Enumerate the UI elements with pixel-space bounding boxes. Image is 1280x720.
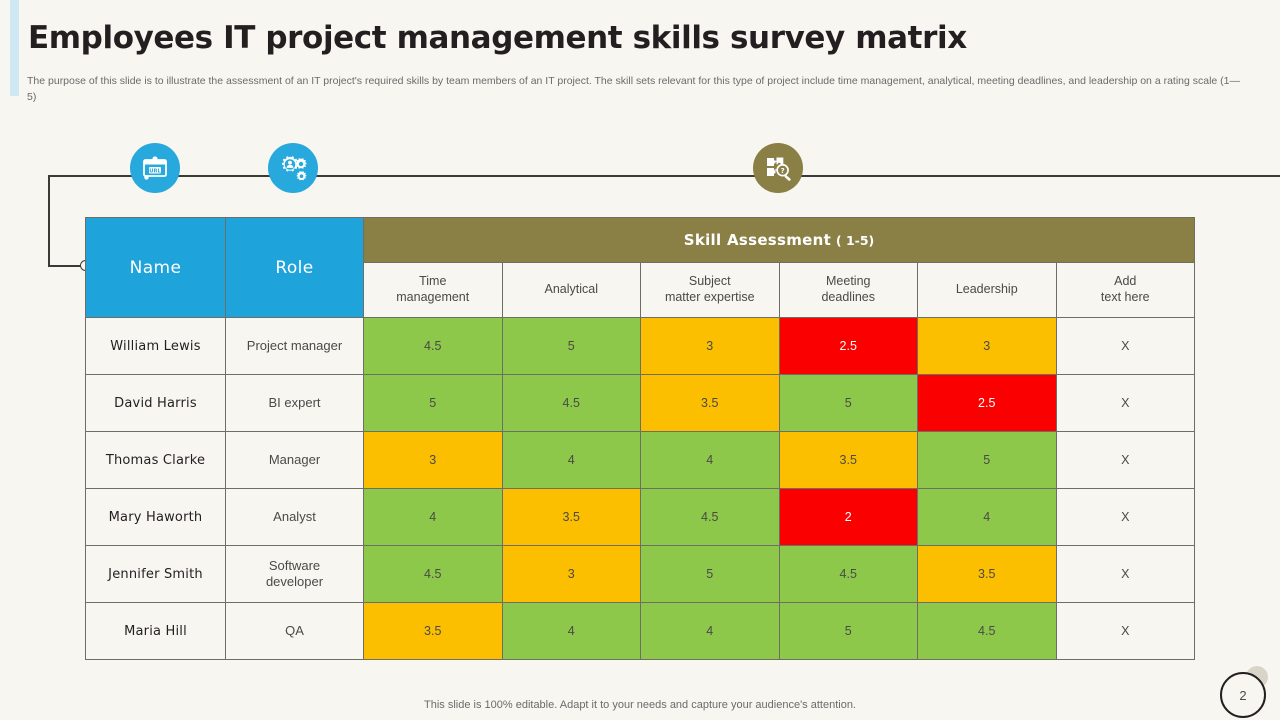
role-line1: BI expert [268,395,321,411]
table-row: Maria Hill QA 3.5 4 4 5 4.5 X [85,602,1195,660]
cell-skill-score[interactable]: 3 [501,545,641,603]
skill-header-line1: Time [419,274,447,289]
gears-person-icon[interactable] [268,143,318,193]
role-line1: QA [285,623,304,639]
group-header-main-label: Skill Assessment [683,231,832,249]
table-row: Thomas Clarke Manager 3 4 4 3.5 5 X [85,431,1195,489]
cell-skill-score[interactable]: 4 [640,431,780,489]
table-row: William Lewis Project manager 4.5 5 3 2.5 3 X [85,317,1195,375]
column-header-skill-6: Add text here [1055,262,1195,318]
skill-header-line1: Leadership [955,282,1018,297]
table-header-group-row: Name Role Skill Assessment ( 1-5) [85,217,1195,318]
cell-skill-score[interactable]: 3 [640,317,780,375]
cell-skill-score[interactable]: X [1055,374,1195,432]
puzzle-magnifier-icon[interactable]: ? [753,143,803,193]
footer-note: This slide is 100% editable. Adapt it to… [424,699,856,711]
cell-employee-role: BI expert [225,374,364,432]
svg-text:URL: URL [149,168,161,174]
role-line2: developer [265,574,324,589]
column-header-skill-4: Meeting deadlines [778,262,918,318]
role-line1: Software [268,558,321,574]
page-number-badge: 2 [1220,672,1266,718]
connector-vertical-segment [48,175,50,267]
cell-skill-score[interactable]: X [1055,431,1195,489]
skill-header-line1: Subject [688,274,731,289]
cell-skill-score[interactable]: 3.5 [778,431,918,489]
cell-skill-score[interactable]: 5 [640,545,780,603]
cell-skill-score[interactable]: 3.5 [640,374,780,432]
cell-employee-name: Thomas Clarke [85,431,226,489]
skill-header-line1: Analytical [544,282,599,297]
cell-skill-score[interactable]: 3.5 [917,545,1057,603]
cell-employee-role: QA [225,602,364,660]
cell-skill-score[interactable]: X [1055,545,1195,603]
skill-header-line2: deadlines [821,290,875,304]
skill-header-line1: Meeting [826,274,871,289]
cell-skill-score[interactable]: 4 [640,602,780,660]
cell-skill-score[interactable]: 4.5 [363,317,503,375]
cell-skill-score[interactable]: 5 [778,374,918,432]
table-body: William Lewis Project manager 4.5 5 3 2.5 3 X Da… [85,317,1195,660]
table-row: Jennifer Smith Software developer 4.5 3 5 4.5 3… [85,545,1195,603]
cell-skill-score[interactable]: 5 [917,431,1057,489]
cell-employee-name: Jennifer Smith [85,545,226,603]
skill-header-line2: text here [1100,290,1150,304]
cell-skill-score[interactable]: 5 [501,317,641,375]
column-header-skill-5: Leadership [917,262,1057,318]
cell-skill-score[interactable]: 3.5 [363,602,503,660]
cell-skill-score[interactable]: 4.5 [640,488,780,546]
role-line1: Manager [268,452,321,468]
table-row: Mary Haworth Analyst 4 3.5 4.5 2 4 X [85,488,1195,546]
cell-skill-score[interactable]: X [1055,602,1195,660]
cell-employee-name: David Harris [85,374,226,432]
skill-header-line2: management [396,290,470,304]
timeline-connector-line [48,175,1280,177]
cell-employee-role: Software developer [225,545,364,603]
cell-employee-name: Maria Hill [85,602,226,660]
connector-horizontal-segment [48,265,86,267]
cell-employee-name: William Lewis [85,317,226,375]
page-title: Employees IT project management skills s… [28,20,967,56]
cell-skill-score[interactable]: 5 [778,602,918,660]
cell-skill-score[interactable]: X [1055,488,1195,546]
cell-employee-name: Mary Haworth [85,488,226,546]
column-header-skill-2: Analytical [501,262,641,318]
role-line1: Project manager [246,338,343,354]
cell-employee-role: Manager [225,431,364,489]
url-browser-icon[interactable]: URL [130,143,180,193]
cell-employee-role: Project manager [225,317,364,375]
cell-skill-score[interactable]: 4 [363,488,503,546]
cell-skill-score[interactable]: 2.5 [778,317,918,375]
group-header-range-label: ( 1-5) [835,233,875,248]
cell-skill-score[interactable]: 2 [778,488,918,546]
page-subtitle: The purpose of this slide is to illustra… [27,75,1241,103]
cell-skill-score[interactable]: 4.5 [917,602,1057,660]
cell-skill-score[interactable]: 4.5 [778,545,918,603]
cell-skill-score[interactable]: 4.5 [501,374,641,432]
cell-skill-score[interactable]: 3 [363,431,503,489]
cell-skill-score[interactable]: X [1055,317,1195,375]
role-line1: Analyst [273,509,316,525]
skills-matrix-table: Name Role Skill Assessment ( 1-5) Time ma… [85,217,1195,660]
cell-skill-score[interactable]: 3.5 [501,488,641,546]
cell-skill-score[interactable]: 2.5 [917,374,1057,432]
table-header-skill-row: Time management Analytical Subject matter ex… [86,262,1195,318]
skill-header-line2: matter expertise [664,290,755,304]
svg-text:?: ? [781,167,785,175]
cell-skill-score[interactable]: 4 [917,488,1057,546]
table-row: David Harris BI expert 5 4.5 3.5 5 2.5 X [85,374,1195,432]
cell-skill-score[interactable]: 4 [501,431,641,489]
cell-skill-score[interactable]: 4 [501,602,641,660]
skill-header-line1: Add [1114,274,1137,289]
cell-skill-score[interactable]: 3 [917,317,1057,375]
cell-employee-role: Analyst [225,488,364,546]
cell-skill-score[interactable]: 5 [363,374,503,432]
column-group-header-skill-assessment: Skill Assessment ( 1-5) [363,217,1195,263]
column-header-skill-3: Subject matter expertise [640,262,780,318]
column-header-role: Role [225,217,364,318]
column-header-name: Name [85,217,226,318]
column-header-skill-1: Time management [363,262,503,318]
left-accent-bar [10,0,19,96]
cell-skill-score[interactable]: 4.5 [363,545,503,603]
